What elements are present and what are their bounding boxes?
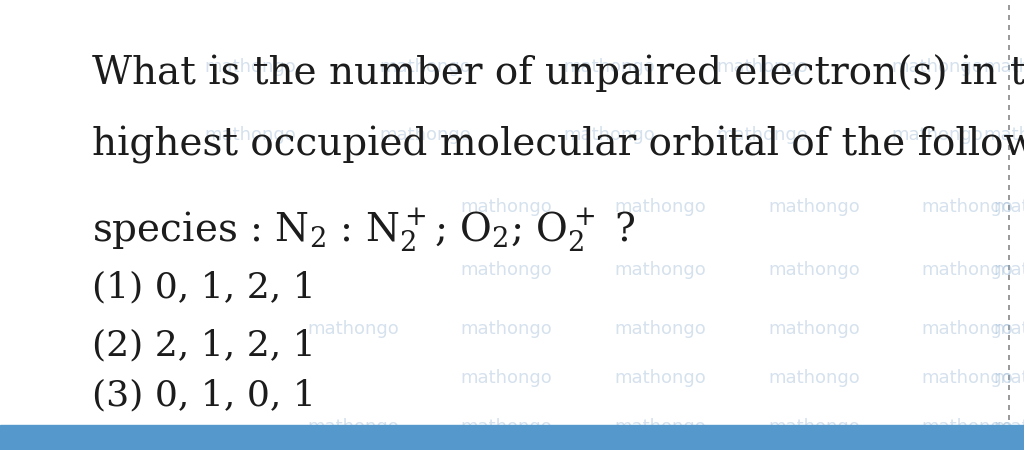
Text: mathongo: mathongo xyxy=(563,58,655,76)
Text: mathongo: mathongo xyxy=(563,126,655,144)
Text: mathongo: mathongo xyxy=(307,418,399,436)
Text: mathongo: mathongo xyxy=(768,198,860,216)
Text: mathongo: mathongo xyxy=(768,320,860,338)
Text: mathongo: mathongo xyxy=(461,320,553,338)
Text: mathongo: mathongo xyxy=(379,58,471,76)
Text: mathongo: mathongo xyxy=(922,198,1014,216)
Bar xyxy=(0,425,1024,450)
Text: mathongo: mathongo xyxy=(922,369,1014,387)
Text: mathongo: mathongo xyxy=(461,261,553,279)
Text: mathongo: mathongo xyxy=(307,320,399,338)
Text: mathongo: mathongo xyxy=(205,126,297,144)
Text: mathongo: mathongo xyxy=(983,126,1024,144)
Text: mathongo: mathongo xyxy=(461,369,553,387)
Text: mathongo: mathongo xyxy=(614,261,707,279)
Text: mathongo: mathongo xyxy=(922,261,1014,279)
Text: mathongo: mathongo xyxy=(205,58,297,76)
Text: mathongo: mathongo xyxy=(461,198,553,216)
Text: mathongo: mathongo xyxy=(993,198,1024,216)
Text: mathongo: mathongo xyxy=(461,418,553,436)
Text: mathongo: mathongo xyxy=(614,198,707,216)
Text: (4) 2, 1, 0, 1: (4) 2, 1, 0, 1 xyxy=(92,428,316,450)
Text: mathongo: mathongo xyxy=(717,126,809,144)
Text: highest occupied molecular orbital of the following: highest occupied molecular orbital of th… xyxy=(92,126,1024,164)
Text: mathongo: mathongo xyxy=(993,320,1024,338)
Text: mathongo: mathongo xyxy=(379,126,471,144)
Text: (3) 0, 1, 0, 1: (3) 0, 1, 0, 1 xyxy=(92,378,316,412)
Text: mathongo: mathongo xyxy=(993,261,1024,279)
Text: mathongo: mathongo xyxy=(922,418,1014,436)
Text: mathongo: mathongo xyxy=(614,320,707,338)
Text: What is the number of unpaired electron(s) in the: What is the number of unpaired electron(… xyxy=(92,54,1024,92)
Text: (1) 0, 1, 2, 1: (1) 0, 1, 2, 1 xyxy=(92,270,316,304)
Text: (2) 2, 1, 2, 1: (2) 2, 1, 2, 1 xyxy=(92,328,316,363)
Text: mathongo: mathongo xyxy=(614,418,707,436)
Text: species : $\mathregular{N_2}$ : $\mathregular{N_2^+}$; $\mathregular{O_2}$; $\ma: species : $\mathregular{N_2}$ : $\mathre… xyxy=(92,207,636,254)
Text: mathongo: mathongo xyxy=(922,320,1014,338)
Text: mathongo: mathongo xyxy=(993,369,1024,387)
Text: mathongo: mathongo xyxy=(993,418,1024,436)
Text: mathongo: mathongo xyxy=(614,369,707,387)
Text: mathongo: mathongo xyxy=(768,261,860,279)
Text: mathongo: mathongo xyxy=(891,58,983,76)
Text: mathongo: mathongo xyxy=(891,126,983,144)
Text: mathongo: mathongo xyxy=(768,418,860,436)
Text: mathongo: mathongo xyxy=(768,369,860,387)
Text: mathongo: mathongo xyxy=(717,58,809,76)
Text: mathongo: mathongo xyxy=(983,58,1024,76)
